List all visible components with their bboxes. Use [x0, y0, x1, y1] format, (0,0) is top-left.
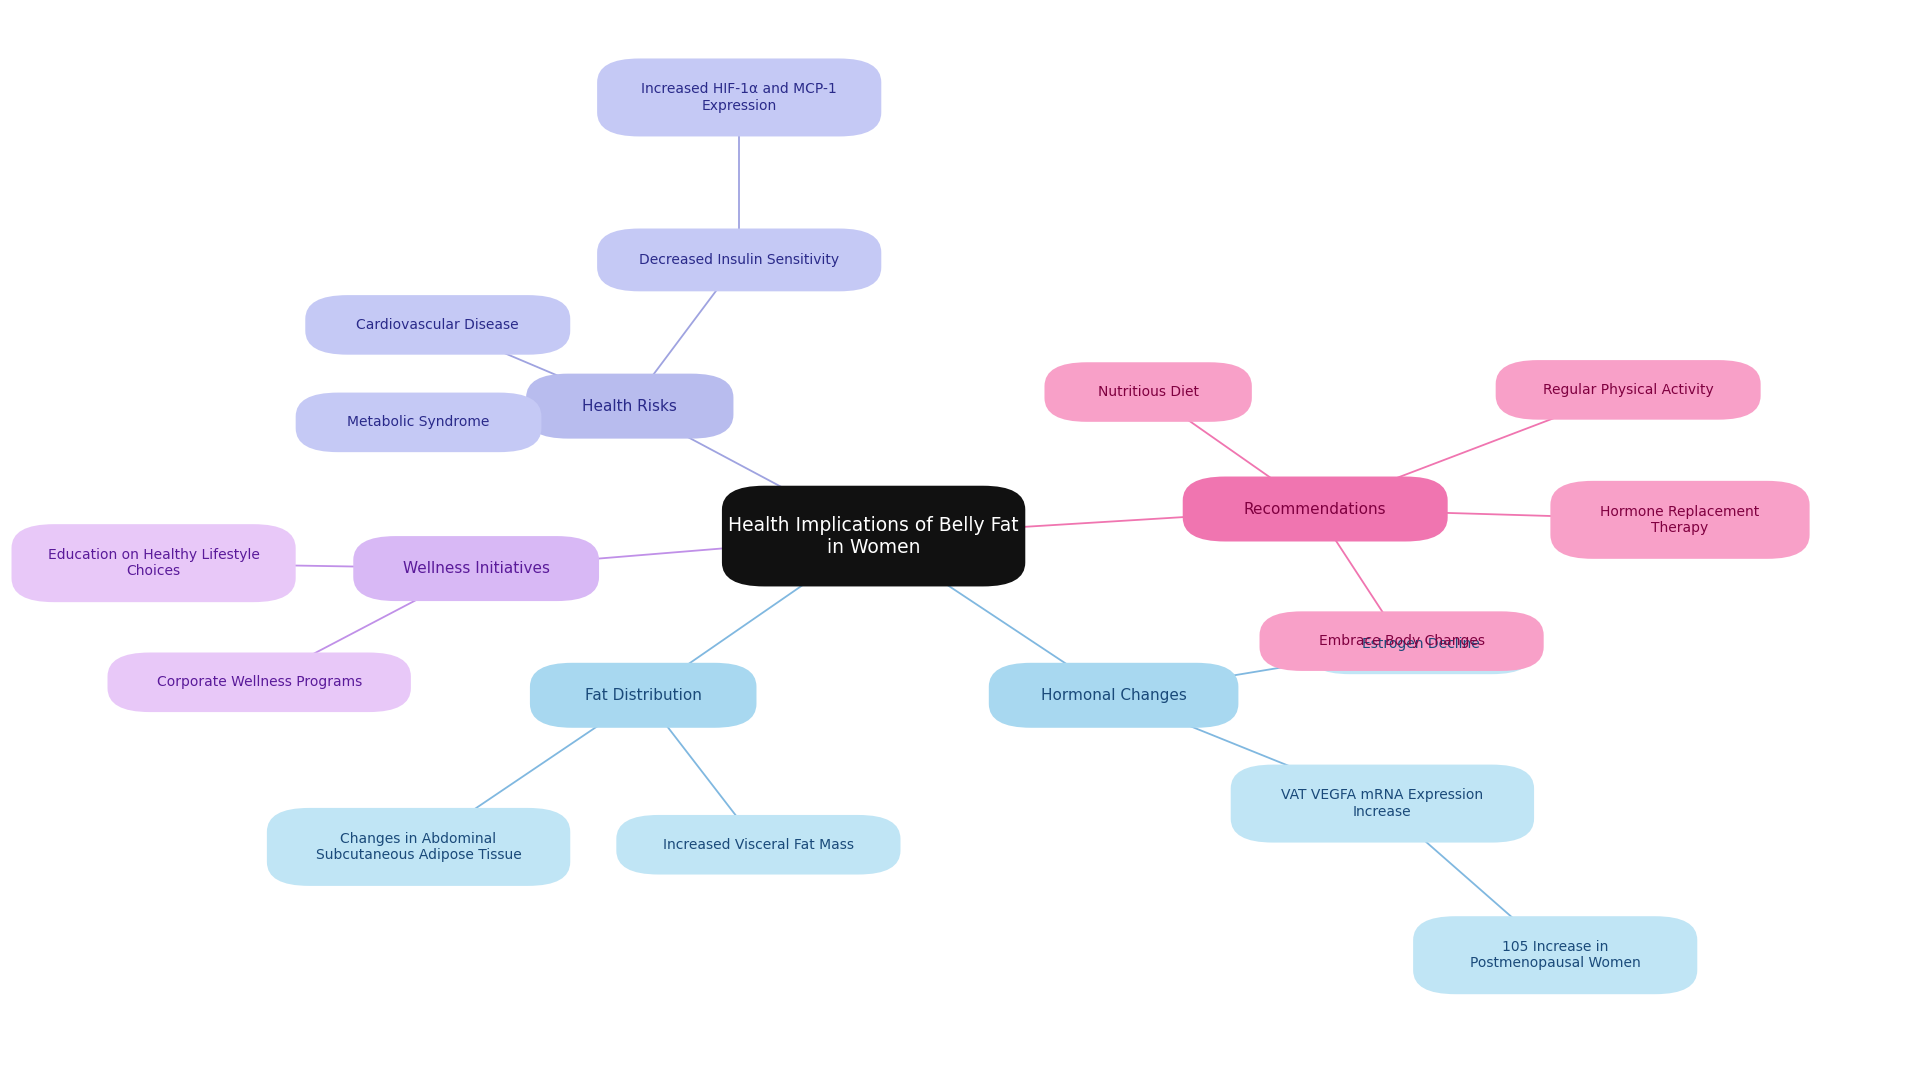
FancyBboxPatch shape [1413, 916, 1697, 994]
FancyBboxPatch shape [526, 374, 733, 439]
FancyBboxPatch shape [597, 229, 881, 291]
Text: Changes in Abdominal
Subcutaneous Adipose Tissue: Changes in Abdominal Subcutaneous Adipos… [315, 832, 522, 862]
Text: Corporate Wellness Programs: Corporate Wellness Programs [157, 676, 361, 689]
Text: Health Risks: Health Risks [582, 399, 678, 414]
FancyBboxPatch shape [1183, 477, 1448, 542]
FancyBboxPatch shape [722, 485, 1025, 587]
FancyBboxPatch shape [305, 295, 570, 355]
FancyBboxPatch shape [12, 524, 296, 602]
Text: Hormonal Changes: Hormonal Changes [1041, 688, 1187, 703]
FancyBboxPatch shape [597, 58, 881, 136]
Text: Education on Healthy Lifestyle
Choices: Education on Healthy Lifestyle Choices [48, 548, 259, 578]
Text: Regular Physical Activity: Regular Physical Activity [1544, 383, 1713, 396]
FancyBboxPatch shape [616, 814, 900, 875]
Text: Embrace Body Changes: Embrace Body Changes [1319, 635, 1484, 648]
FancyBboxPatch shape [296, 393, 541, 453]
Text: Estrogen Decline: Estrogen Decline [1361, 638, 1480, 651]
Text: Nutritious Diet: Nutritious Diet [1098, 386, 1198, 399]
Text: Cardiovascular Disease: Cardiovascular Disease [357, 318, 518, 331]
FancyBboxPatch shape [1260, 611, 1544, 671]
FancyBboxPatch shape [989, 663, 1238, 728]
Text: Wellness Initiatives: Wellness Initiatives [403, 561, 549, 576]
Text: Hormone Replacement
Therapy: Hormone Replacement Therapy [1601, 505, 1759, 535]
Text: Recommendations: Recommendations [1244, 501, 1386, 517]
FancyBboxPatch shape [1551, 481, 1809, 559]
FancyBboxPatch shape [108, 652, 411, 713]
Text: Decreased Insulin Sensitivity: Decreased Insulin Sensitivity [639, 253, 839, 266]
FancyBboxPatch shape [1231, 765, 1534, 843]
Text: Fat Distribution: Fat Distribution [586, 688, 701, 703]
FancyBboxPatch shape [353, 536, 599, 601]
FancyBboxPatch shape [267, 808, 570, 886]
Text: Health Implications of Belly Fat
in Women: Health Implications of Belly Fat in Wome… [728, 516, 1020, 557]
Text: Increased HIF-1α and MCP-1
Expression: Increased HIF-1α and MCP-1 Expression [641, 82, 837, 113]
FancyBboxPatch shape [1496, 360, 1761, 419]
FancyBboxPatch shape [1044, 362, 1252, 421]
Text: Metabolic Syndrome: Metabolic Syndrome [348, 416, 490, 429]
FancyBboxPatch shape [530, 663, 756, 728]
Text: VAT VEGFA mRNA Expression
Increase: VAT VEGFA mRNA Expression Increase [1281, 788, 1484, 819]
Text: Increased Visceral Fat Mass: Increased Visceral Fat Mass [662, 838, 854, 851]
FancyBboxPatch shape [1308, 615, 1534, 674]
Text: 105 Increase in
Postmenopausal Women: 105 Increase in Postmenopausal Women [1471, 940, 1640, 970]
